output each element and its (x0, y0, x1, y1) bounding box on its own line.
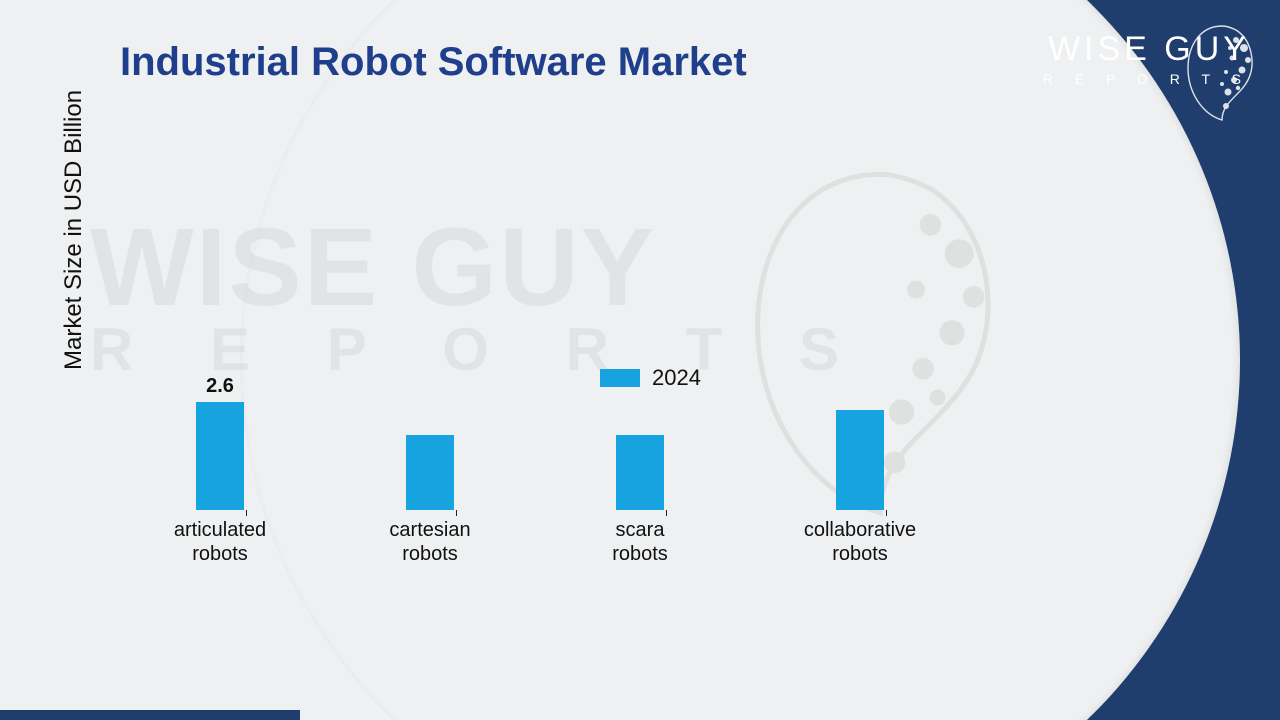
brand-logo: WISE GUY R E P O R T S (1043, 30, 1250, 87)
plot-area: 2.6articulatedrobotscartesianrobotsscara… (120, 180, 940, 510)
axis-tick (456, 510, 457, 516)
bar (616, 435, 664, 510)
category-label: articulatedrobots (140, 518, 300, 566)
category-label: cartesianrobots (350, 518, 510, 566)
bar (406, 435, 454, 510)
brand-line1: WISE GUY (1043, 30, 1250, 69)
category-label: collaborativerobots (780, 518, 940, 566)
category-label: scararobots (560, 518, 720, 566)
axis-tick (886, 510, 887, 516)
bar (836, 410, 884, 510)
bar-value-label: 2.6 (206, 375, 234, 398)
chart-canvas: WISE GUY R E P O R T S WISE GUY R E P O … (0, 0, 1280, 720)
brand-line2: R E P O R T S (1043, 71, 1250, 87)
bar (196, 402, 244, 510)
bar-chart: 2024 2.6articulatedrobotscartesianrobots… (120, 170, 940, 570)
y-axis-label: Market Size in USD Billion (60, 90, 88, 370)
chart-title: Industrial Robot Software Market (120, 40, 747, 85)
axis-tick (666, 510, 667, 516)
footer-accent-bar (0, 710, 300, 720)
axis-tick (246, 510, 247, 516)
